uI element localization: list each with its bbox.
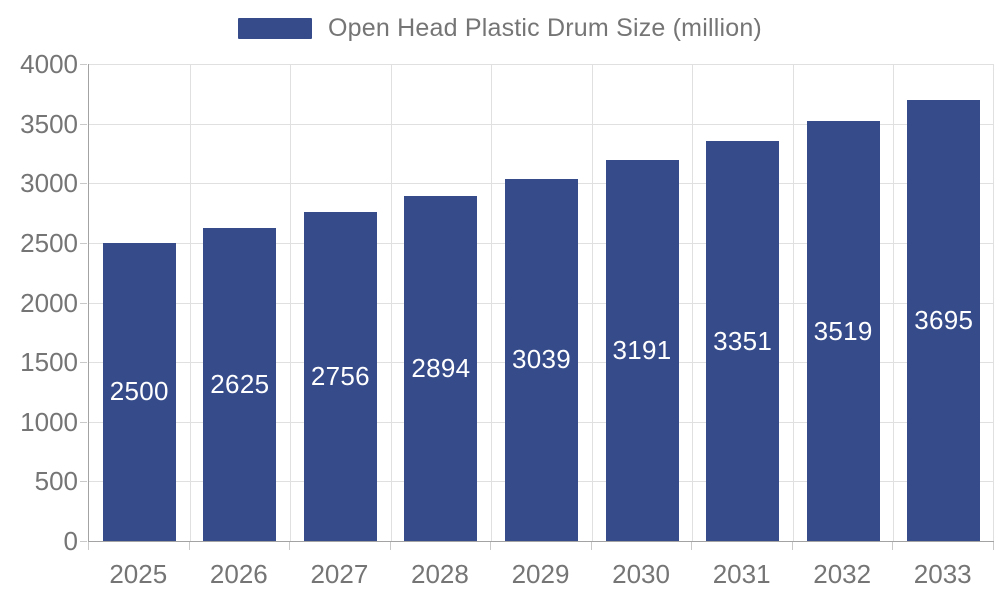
x-tick (188, 542, 190, 550)
v-gridline (390, 64, 392, 541)
y-tick-label-4000: 4000 (20, 49, 78, 79)
legend-swatch (238, 18, 313, 39)
v-gridline (591, 64, 593, 541)
plot-area: 2500 2625 2756 2894 3039 3191 3351 3519 3695 (88, 64, 994, 542)
x-tick (993, 542, 994, 550)
x-tick (490, 542, 492, 550)
x-tick-label-2028: 2028 (411, 559, 469, 589)
y-tick (80, 421, 87, 423)
bar-2032[interactable]: 3519 (806, 121, 880, 541)
y-tick-label-2000: 2000 (20, 287, 78, 318)
bar-value-label: 3351 (713, 325, 773, 356)
x-tick (691, 542, 693, 550)
x-tick-label-2030: 2030 (612, 559, 670, 589)
x-tick-label-2032: 2032 (813, 559, 872, 589)
bar-value-label: 2625 (210, 368, 270, 399)
y-tick (80, 481, 87, 483)
v-gridline (792, 64, 794, 541)
x-tick-label-2027: 2027 (310, 559, 369, 589)
x-tick (88, 542, 89, 550)
x-tick (289, 542, 291, 550)
v-gridline (692, 64, 694, 541)
bar-value-label: 2500 (109, 376, 169, 407)
y-tick-label-500: 500 (34, 466, 78, 497)
bar-2031[interactable]: 3351 (706, 141, 780, 541)
y-tick (80, 302, 87, 304)
bar-2028[interactable]: 2894 (404, 195, 478, 541)
bar-value-label: 2894 (411, 352, 471, 383)
y-tick (80, 541, 87, 542)
v-gridline (893, 64, 895, 541)
legend-label: Open Head Plastic Drum Size (million) (328, 14, 762, 42)
y-tick-label-0: 0 (63, 526, 78, 556)
y-tick (80, 242, 87, 244)
bar-2029[interactable]: 3039 (505, 178, 578, 541)
bar-2027[interactable]: 2756 (303, 212, 377, 541)
x-tick (590, 542, 592, 550)
x-tick (791, 542, 793, 550)
x-tick-label-2025: 2025 (109, 559, 168, 589)
bar-value-label: 3191 (612, 335, 672, 366)
bar-2026[interactable]: 2625 (203, 227, 277, 541)
x-tick (892, 542, 894, 550)
y-tick (80, 64, 87, 65)
x-tick-label-2033: 2033 (913, 559, 972, 589)
v-gridline (993, 64, 994, 541)
x-tick-label-2029: 2029 (511, 559, 570, 589)
v-gridline (491, 64, 493, 541)
y-tick-label-1500: 1500 (20, 347, 78, 378)
bar-value-label: 3695 (914, 305, 974, 336)
bar-value-label: 3519 (813, 315, 873, 346)
h-gridline-3500 (89, 123, 994, 125)
bar-2033[interactable]: 3695 (907, 100, 981, 541)
bar-value-label: 3039 (511, 344, 572, 375)
y-tick-label-3500: 3500 (20, 108, 78, 139)
x-tick-label-2026: 2026 (209, 559, 268, 589)
v-gridline (189, 64, 191, 541)
y-tick-label-2500: 2500 (20, 227, 78, 258)
y-tick-label-1000: 1000 (20, 406, 78, 437)
y-tick (80, 362, 87, 364)
bar-2030[interactable]: 3191 (605, 160, 679, 541)
h-gridline-4000 (89, 64, 994, 65)
y-tick (80, 123, 87, 125)
x-tick (389, 542, 391, 550)
bar-2025[interactable]: 2500 (102, 242, 176, 541)
legend[interactable]: Open Head Plastic Drum Size (million) (0, 14, 1000, 43)
bar-value-label: 2756 (310, 361, 370, 392)
v-gridline (290, 64, 292, 541)
y-tick (80, 183, 87, 185)
y-tick-label-3000: 3000 (20, 168, 78, 199)
x-tick-label-2031: 2031 (712, 559, 771, 589)
